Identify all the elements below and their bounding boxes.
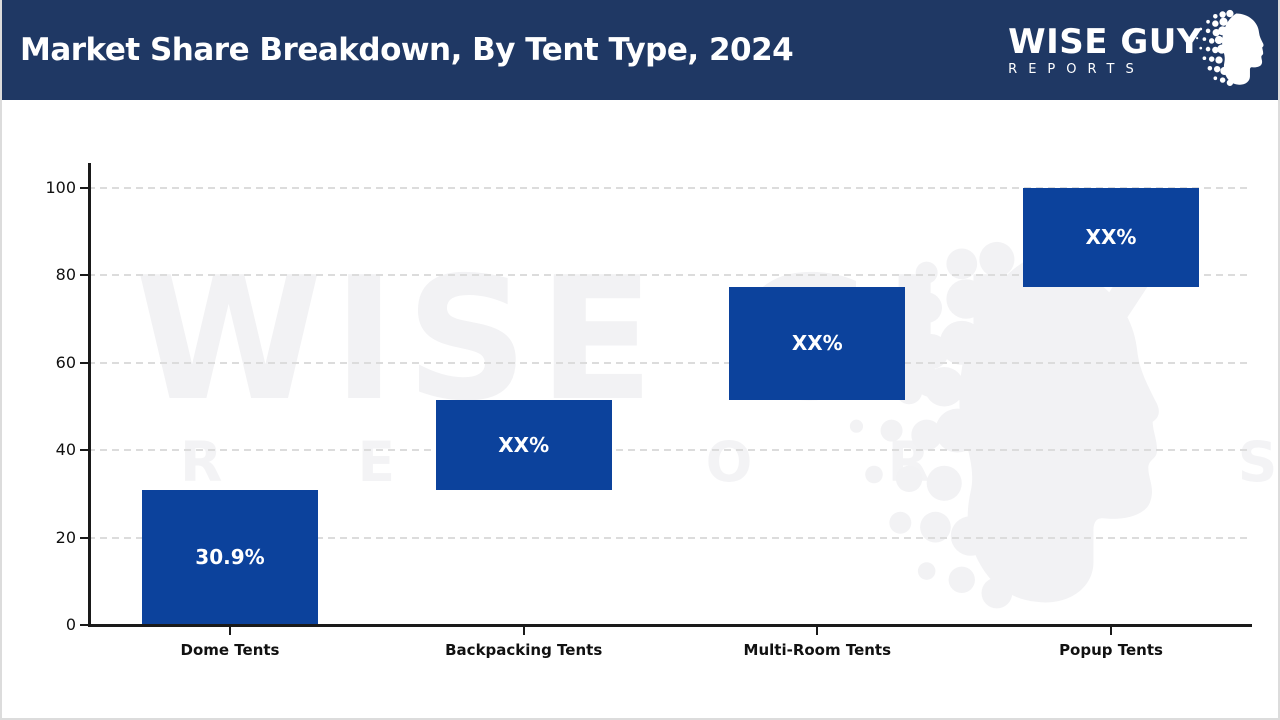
bar-backpacking-tents: XX% [435,399,612,490]
bar-multi-room-tents: XX% [729,287,906,400]
wiseguy-logo: WISE GUY REPORTS [1008,4,1270,96]
y-axis-spine [88,163,91,627]
y-tick-mark [80,274,88,276]
gridline-60 [88,361,1252,364]
y-tick-label: 60 [55,352,76,372]
y-tick-mark [80,361,88,364]
header-bar: Market Share Breakdown, By Tent Type, 20… [2,0,1278,100]
x-tick-mark [816,627,819,635]
y-tick-mark [80,449,88,451]
y-tick-label: 40 [55,440,76,459]
logo-wordmark: WISE GUY REPORTS [1008,24,1202,77]
logo-wordmark-line2: REPORTS [1008,61,1145,77]
bar-value-label: XX% [498,432,550,457]
y-tick-label: 80 [55,265,76,284]
x-category-label-multi-room-tents: Multi-Room Tents [743,641,892,659]
x-category-label-backpacking-tents: Backpacking Tents [445,641,603,659]
bar-value-label: XX% [1085,225,1137,250]
logo-wordmark-line1: WISE GUY [1008,21,1202,62]
y-tick-mark [80,186,88,189]
bar-dome-tents: 30.9% [142,489,318,625]
x-tick-mark [522,627,525,635]
bar-value-label: 30.9% [195,545,265,570]
gridline-20 [88,536,1252,539]
bar-value-label: XX% [791,331,843,356]
gridline-100 [88,186,1252,189]
y-tick-label: 20 [55,527,76,547]
logo-face-icon [1196,9,1264,86]
x-tick-mark [229,627,231,635]
bar-popup-tents: XX% [1023,187,1199,288]
x-category-label-dome-tents: Dome Tents [180,641,280,659]
chart-area: WISE GUY R E P O R T S 0 20 40 60 80 10 [2,100,1278,718]
gridline-80 [88,274,1252,276]
x-category-label-popup-tents: Popup Tents [1059,641,1163,659]
chart-title: Market Share Breakdown, By Tent Type, 20… [20,32,794,68]
y-tick-label: 0 [65,615,76,634]
x-tick-mark [1110,627,1112,635]
plot: 0 20 40 60 80 100 30.9% XX% XX% XX% Dome Tents Back… [2,100,1278,718]
x-axis-baseline [88,624,1252,627]
y-tick-mark [80,536,88,539]
y-tick-label: 100 [45,177,76,197]
y-tick-mark [80,624,88,626]
gridline-40 [88,449,1252,451]
